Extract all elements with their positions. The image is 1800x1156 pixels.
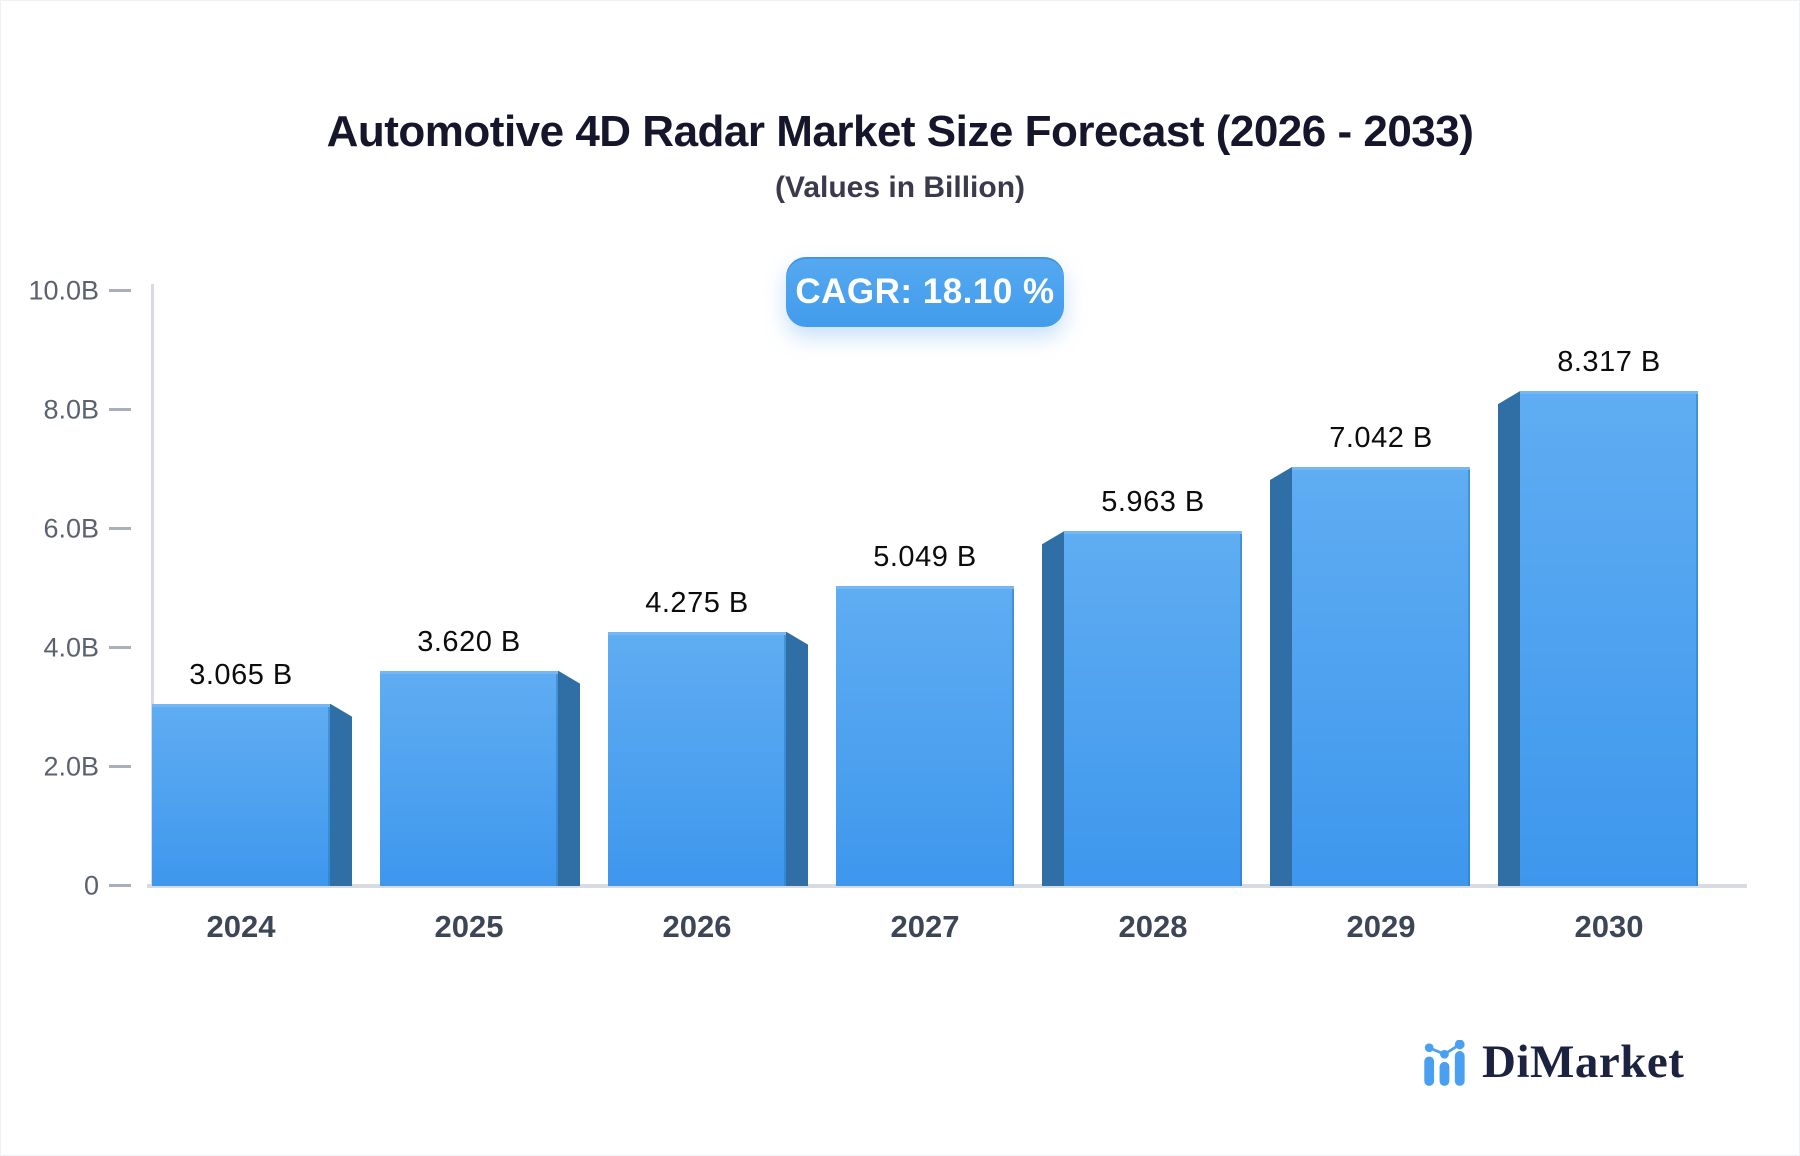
y-axis-tick-label: 8.0B	[43, 394, 99, 425]
bar-2027	[836, 585, 1014, 886]
bar-value-label: 3.620 B	[417, 625, 521, 658]
bar-side-panel	[1042, 531, 1064, 886]
bar-side-panel	[330, 703, 352, 886]
chart-title: Automotive 4D Radar Market Size Forecast…	[326, 107, 1474, 156]
y-axis-tick-label: 6.0B	[43, 513, 99, 544]
y-axis-tick-mark	[109, 646, 131, 649]
y-axis-tick-label: 0	[83, 870, 99, 901]
y-axis-tick-mark	[109, 289, 131, 292]
x-axis-label-2026: 2026	[662, 909, 732, 944]
bar-2028	[1064, 531, 1242, 886]
brand-logo: DiMarket	[1421, 1039, 1684, 1086]
bar-side-panel	[1498, 391, 1520, 886]
bar-2030	[1520, 391, 1698, 886]
bar-value-label: 5.963 B	[1101, 486, 1205, 519]
x-axis-baseline	[147, 884, 1747, 888]
x-axis-label-2025: 2025	[434, 909, 504, 944]
x-axis-label-2028: 2028	[1118, 909, 1188, 944]
bar-value-label: 3.065 B	[189, 658, 293, 691]
y-axis-tick-label: 4.0B	[43, 632, 99, 663]
x-axis-label-2027: 2027	[890, 909, 960, 944]
bar-side-panel	[1270, 467, 1292, 886]
bar-value-label: 5.049 B	[873, 540, 977, 573]
y-axis-tick-mark	[109, 408, 131, 411]
brand-name: DiMarket	[1482, 1036, 1685, 1088]
y-axis-tick-label: 10.0B	[28, 275, 99, 306]
bar-2026	[608, 631, 786, 886]
y-axis-line	[151, 284, 154, 886]
y-axis-tick-label: 2.0B	[43, 751, 99, 782]
y-axis-tick-mark	[109, 884, 131, 887]
y-axis-tick-mark	[109, 765, 131, 768]
bar-2029	[1292, 467, 1470, 886]
bar-side-panel	[558, 670, 580, 886]
x-axis-label-2029: 2029	[1346, 909, 1416, 944]
chart-subtitle: (Values in Billion)	[774, 171, 1026, 204]
x-axis-label-2030: 2030	[1574, 909, 1644, 944]
bar-value-label: 8.317 B	[1557, 346, 1661, 379]
dimarket-chart-icon	[1424, 1039, 1465, 1086]
bar-value-label: 4.275 B	[645, 586, 749, 619]
bar-2025	[380, 670, 558, 886]
bar-side-panel	[786, 631, 808, 886]
cagr-badge: CAGR: 18.10 %	[786, 257, 1064, 327]
bar-2024	[152, 703, 330, 886]
x-axis-label-2024: 2024	[206, 909, 276, 944]
bar-value-label: 7.042 B	[1329, 422, 1433, 454]
y-axis-tick-mark	[109, 527, 131, 530]
